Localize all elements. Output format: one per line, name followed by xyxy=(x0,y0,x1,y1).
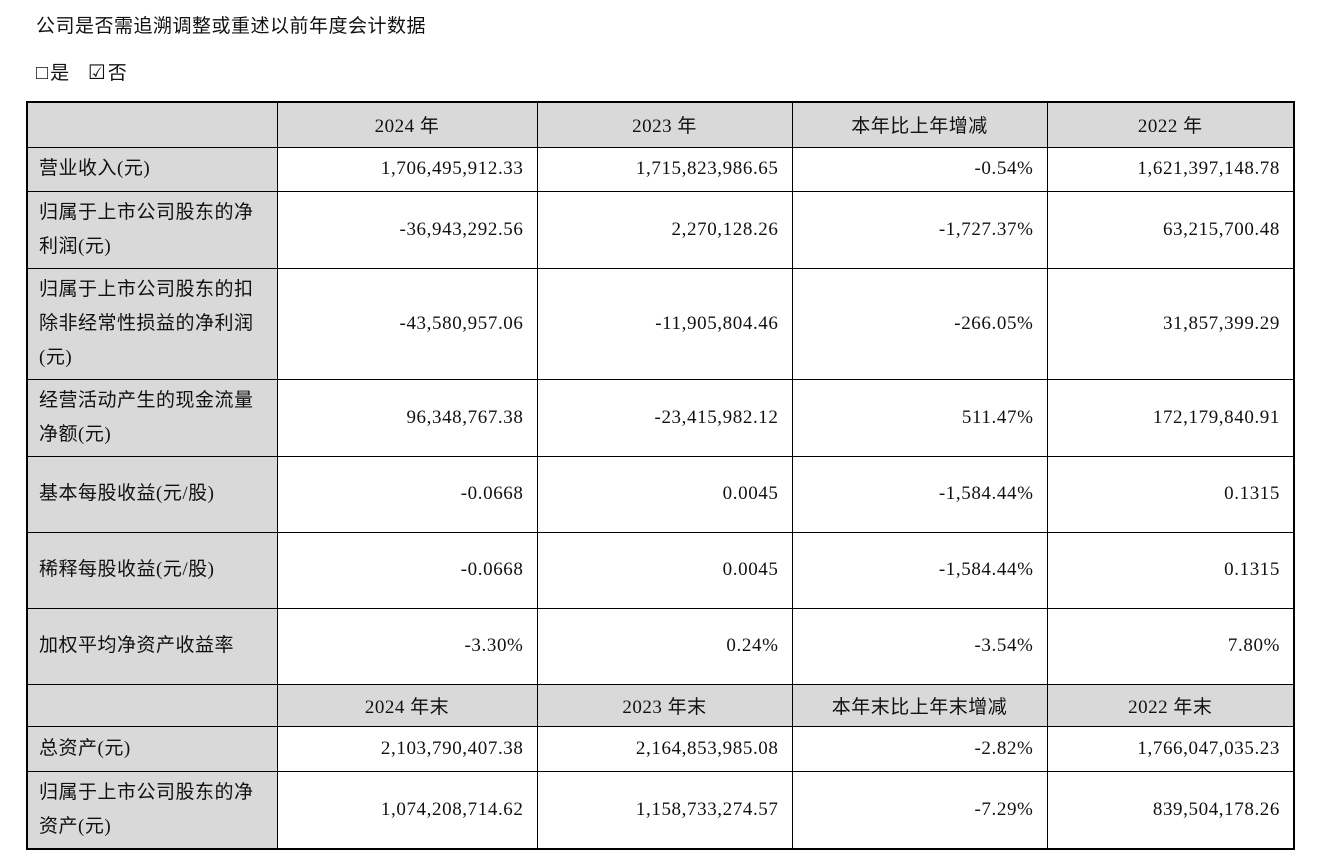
header-empty-cell xyxy=(26,683,278,727)
cell-2024: 1,074,208,714.62 xyxy=(276,770,538,849)
cell-change: -2.82% xyxy=(791,725,1048,772)
header-2023: 2023 年 xyxy=(536,101,793,148)
cell-2023: 1,158,733,274.57 xyxy=(536,770,793,849)
cell-2024: -0.0668 xyxy=(276,531,538,609)
cell-change: -1,584.44% xyxy=(791,455,1048,533)
cell-change: 511.47% xyxy=(791,378,1048,457)
row-label: 总资产(元) xyxy=(26,725,278,772)
cell-2022: 1,621,397,148.78 xyxy=(1046,146,1295,192)
header-2022-end: 2022 年末 xyxy=(1046,683,1295,727)
header-end-change: 本年末比上年末增减 xyxy=(791,683,1048,727)
cell-change: -0.54% xyxy=(791,146,1048,192)
cell-2024: -43,580,957.06 xyxy=(276,267,538,380)
cell-2024: -0.0668 xyxy=(276,455,538,533)
row-label: 营业收入(元) xyxy=(26,146,278,192)
header-2023-end: 2023 年末 xyxy=(536,683,793,727)
cell-2024: 1,706,495,912.33 xyxy=(276,146,538,192)
row-operating-revenue: 营业收入(元) 1,706,495,912.33 1,715,823,986.6… xyxy=(26,146,1295,192)
table-header-period-end: 2024 年末 2023 年末 本年末比上年末增减 2022 年末 xyxy=(26,683,1295,727)
row-diluted-eps: 稀释每股收益(元/股) -0.0668 0.0045 -1,584.44% 0.… xyxy=(26,531,1295,609)
cell-2023: 0.24% xyxy=(536,607,793,685)
row-total-assets: 总资产(元) 2,103,790,407.38 2,164,853,985.08… xyxy=(26,725,1295,772)
checkbox-options: □ 是 ☑ 否 xyxy=(36,58,1293,89)
row-weighted-avg-roe: 加权平均净资产收益率 -3.30% 0.24% -3.54% 7.80% xyxy=(26,607,1295,685)
option-no-label: 否 xyxy=(107,63,127,84)
row-net-profit-attributable: 归属于上市公司股东的净利润(元) -36,943,292.56 2,270,12… xyxy=(26,190,1295,269)
cell-change: -266.05% xyxy=(791,267,1048,380)
option-yes-label: 是 xyxy=(50,63,70,84)
cell-2024: 2,103,790,407.38 xyxy=(276,725,538,772)
header-2024-end: 2024 年末 xyxy=(276,683,538,727)
cell-2023: -11,905,804.46 xyxy=(536,267,793,380)
row-basic-eps: 基本每股收益(元/股) -0.0668 0.0045 -1,584.44% 0.… xyxy=(26,455,1295,533)
checkbox-checked-icon: ☑ xyxy=(87,62,106,84)
header-yoy-change: 本年比上年增减 xyxy=(791,101,1048,148)
cell-2022: 839,504,178.26 xyxy=(1046,770,1295,849)
row-net-profit-after-nonrecurring: 归属于上市公司股东的扣除非经常性损益的净利润(元) -43,580,957.06… xyxy=(26,267,1295,380)
cell-change: -1,727.37% xyxy=(791,190,1048,269)
cell-2022: 63,215,700.48 xyxy=(1046,190,1295,269)
option-no: ☑ 否 xyxy=(87,62,127,84)
row-label: 基本每股收益(元/股) xyxy=(26,455,278,533)
cell-2022: 31,857,399.29 xyxy=(1046,267,1295,380)
cell-2022: 1,766,047,035.23 xyxy=(1046,725,1295,772)
row-label: 经营活动产生的现金流量净额(元) xyxy=(26,378,278,457)
cell-change: -3.54% xyxy=(791,607,1048,685)
key-financials-table: 2024 年 2023 年 本年比上年增减 2022 年 营业收入(元) 1,7… xyxy=(26,101,1295,850)
option-yes: □ 是 xyxy=(36,62,70,84)
checkbox-unchecked-icon: □ xyxy=(36,62,49,84)
row-operating-cash-flow: 经营活动产生的现金流量净额(元) 96,348,767.38 -23,415,9… xyxy=(26,378,1295,457)
cell-2024: -3.30% xyxy=(276,607,538,685)
cell-2023: -23,415,982.12 xyxy=(536,378,793,457)
cell-2024: -36,943,292.56 xyxy=(276,190,538,269)
cell-2023: 0.0045 xyxy=(536,531,793,609)
cell-2023: 0.0045 xyxy=(536,455,793,533)
cell-change: -7.29% xyxy=(791,770,1048,849)
cell-2022: 172,179,840.91 xyxy=(1046,378,1295,457)
cell-2023: 2,164,853,985.08 xyxy=(536,725,793,772)
cell-2022: 0.1315 xyxy=(1046,531,1295,609)
row-label: 加权平均净资产收益率 xyxy=(26,607,278,685)
header-2022: 2022 年 xyxy=(1046,101,1295,148)
header-2024: 2024 年 xyxy=(276,101,538,148)
row-label: 归属于上市公司股东的扣除非经常性损益的净利润(元) xyxy=(26,267,278,380)
row-label: 稀释每股收益(元/股) xyxy=(26,531,278,609)
cell-change: -1,584.44% xyxy=(791,531,1048,609)
cell-2024: 96,348,767.38 xyxy=(276,378,538,457)
cell-2022: 0.1315 xyxy=(1046,455,1295,533)
question-text: 公司是否需追溯调整或重述以前年度会计数据 xyxy=(36,16,427,37)
cell-2023: 2,270,128.26 xyxy=(536,190,793,269)
row-net-assets-attributable: 归属于上市公司股东的净资产(元) 1,074,208,714.62 1,158,… xyxy=(26,770,1295,849)
table-header-annual: 2024 年 2023 年 本年比上年增减 2022 年 xyxy=(26,101,1295,148)
row-label: 归属于上市公司股东的净资产(元) xyxy=(26,770,278,849)
cell-2023: 1,715,823,986.65 xyxy=(536,146,793,192)
row-label: 归属于上市公司股东的净利润(元) xyxy=(26,190,278,269)
cell-2022: 7.80% xyxy=(1046,607,1295,685)
header-empty-cell xyxy=(26,101,278,148)
